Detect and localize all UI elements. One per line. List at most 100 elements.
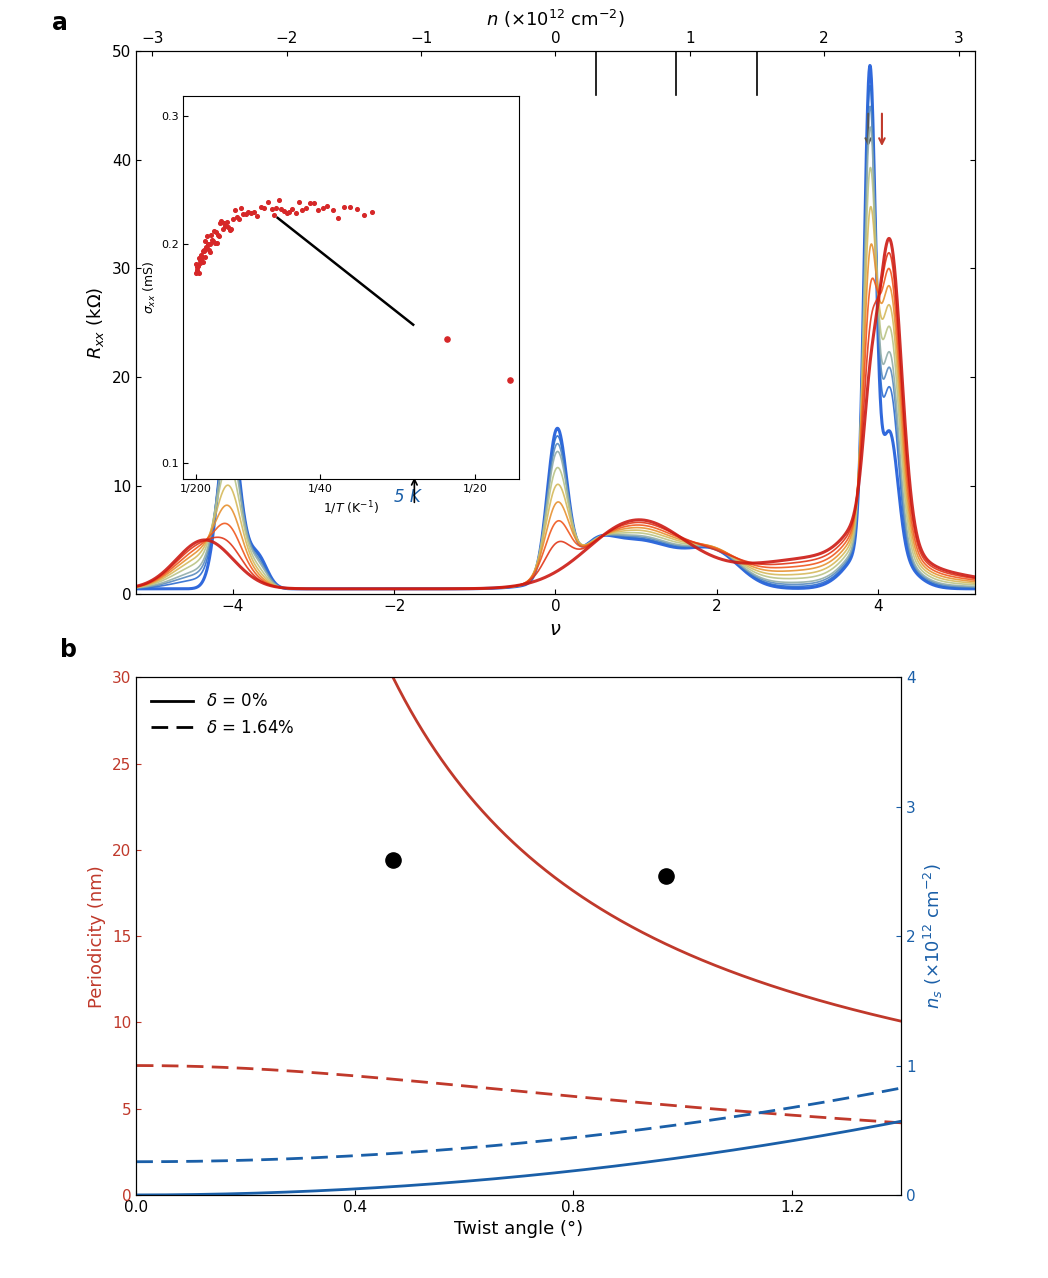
X-axis label: 1/$T$ (K$^{-1}$): 1/$T$ (K$^{-1}$): [323, 500, 379, 518]
Point: [355, 204, 372, 225]
Point: [206, 233, 223, 253]
Text: 5 K: 5 K: [394, 488, 421, 506]
Point: [198, 236, 215, 257]
Point: [314, 198, 331, 219]
Point: [218, 212, 235, 233]
Point: [287, 203, 304, 224]
Point: [203, 225, 220, 245]
Point: [278, 203, 294, 224]
Point: [193, 245, 210, 266]
Point: [256, 198, 272, 219]
Y-axis label: $R_{xx}$ (k$\Omega$): $R_{xx}$ (k$\Omega$): [86, 286, 107, 359]
Point: [260, 192, 277, 212]
Point: [190, 256, 206, 276]
Point: [216, 212, 233, 233]
Point: [281, 202, 298, 222]
Point: [197, 230, 214, 250]
Y-axis label: $\sigma_{xx}$ (mS): $\sigma_{xx}$ (mS): [141, 261, 158, 314]
Point: [191, 248, 208, 268]
Point: [330, 207, 347, 227]
Point: [245, 202, 262, 222]
Point: [188, 253, 204, 273]
Point: [208, 221, 224, 242]
Point: [212, 213, 228, 234]
Point: [265, 206, 282, 226]
Point: [193, 248, 210, 268]
Point: [272, 199, 289, 220]
Point: [192, 249, 209, 270]
Point: [298, 198, 314, 219]
Point: [196, 247, 213, 267]
Point: [231, 210, 247, 230]
Point: [364, 202, 380, 222]
Point: [195, 240, 212, 261]
Point: [233, 198, 249, 219]
Point: [217, 216, 234, 236]
Point: [270, 190, 287, 211]
Point: [204, 230, 221, 250]
X-axis label: $n$ ($\times$10$^{12}$ cm$^{-2}$): $n$ ($\times$10$^{12}$ cm$^{-2}$): [486, 8, 625, 29]
Point: [224, 208, 241, 229]
Point: [284, 199, 301, 220]
Point: [189, 257, 205, 277]
Point: [238, 203, 255, 224]
Point: [202, 242, 219, 262]
Text: b: b: [60, 638, 77, 662]
Point: [201, 234, 218, 254]
Point: [195, 242, 212, 262]
Point: [211, 226, 227, 247]
Point: [305, 193, 322, 213]
Point: [439, 328, 456, 349]
Legend: $\delta$ = 0%, $\delta$ = 1.64%: $\delta$ = 0%, $\delta$ = 1.64%: [145, 686, 302, 744]
Point: [190, 254, 206, 275]
Point: [342, 197, 358, 217]
Point: [200, 234, 217, 254]
Point: [188, 263, 204, 284]
Point: [194, 252, 211, 272]
Point: [385, 850, 401, 870]
Point: [198, 238, 215, 258]
Point: [205, 221, 222, 242]
Point: [290, 192, 307, 212]
Point: [200, 240, 217, 261]
X-axis label: $\nu$: $\nu$: [549, 620, 562, 639]
Point: [276, 201, 292, 221]
Point: [335, 197, 352, 217]
Text: 80 K: 80 K: [394, 423, 432, 441]
Point: [240, 202, 257, 222]
Point: [268, 198, 285, 219]
Point: [210, 225, 226, 245]
Point: [213, 211, 230, 231]
Point: [324, 201, 341, 221]
Point: [189, 261, 205, 281]
Point: [235, 204, 252, 225]
Point: [191, 248, 208, 268]
Point: [263, 198, 280, 219]
Point: [192, 253, 209, 273]
Point: [203, 230, 220, 250]
Point: [199, 225, 216, 245]
Point: [209, 233, 225, 253]
Point: [194, 247, 211, 267]
Text: a: a: [52, 10, 68, 35]
Y-axis label: $n_s$ ($\times$10$^{12}$ cm$^{-2}$): $n_s$ ($\times$10$^{12}$ cm$^{-2}$): [921, 863, 944, 1010]
Point: [214, 219, 231, 239]
Point: [226, 199, 243, 220]
Point: [220, 216, 237, 236]
Point: [189, 259, 205, 280]
Point: [658, 865, 675, 886]
Y-axis label: Periodicity (nm): Periodicity (nm): [88, 865, 107, 1007]
Point: [228, 207, 245, 227]
Point: [223, 219, 240, 239]
Point: [196, 239, 213, 259]
Point: [348, 198, 365, 219]
Point: [191, 262, 208, 282]
Point: [319, 196, 335, 216]
Point: [310, 199, 327, 220]
Point: [243, 202, 260, 222]
Point: [249, 206, 266, 226]
Point: [221, 220, 238, 240]
Point: [293, 199, 310, 220]
Point: [302, 193, 319, 213]
Point: [501, 371, 518, 391]
